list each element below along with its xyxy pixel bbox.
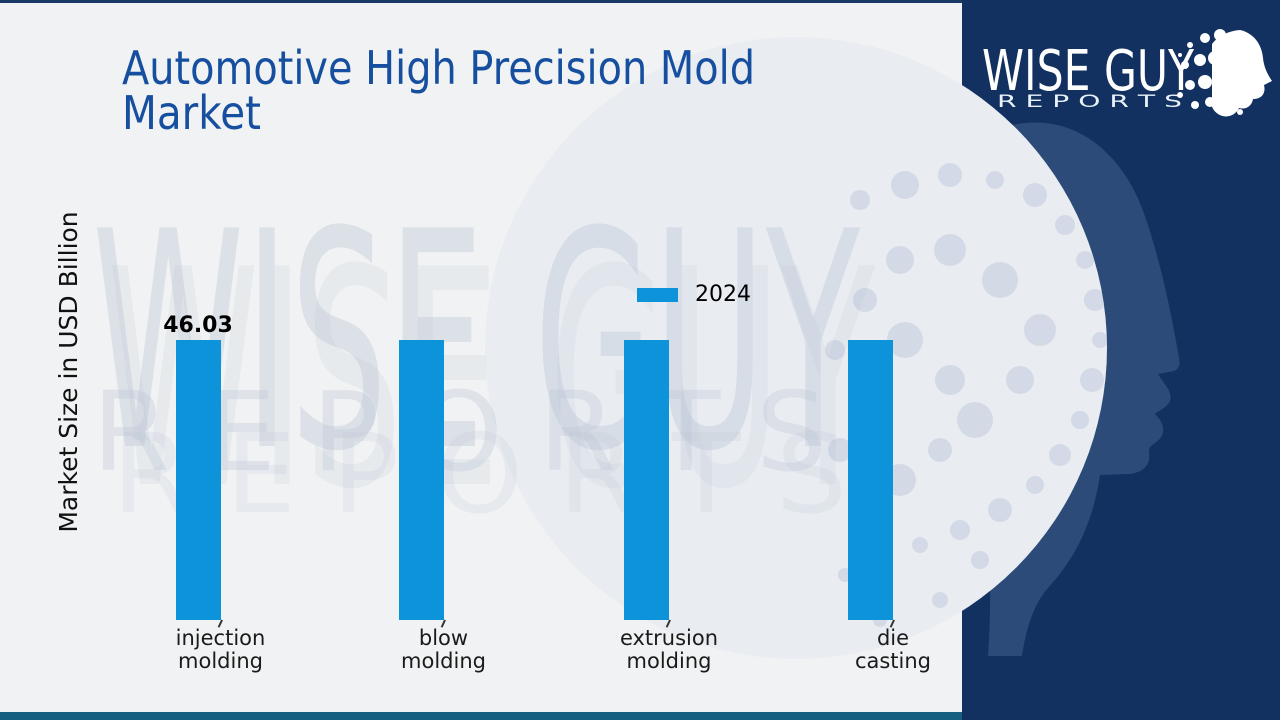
chart-title: Automotive High Precision Mold Market [122,41,755,140]
bar [398,340,444,620]
brand-logo-wordmark: WISE GUY [982,39,1195,104]
bar [175,340,221,620]
chart-title-line1: Automotive High Precision Mold [122,41,755,95]
legend-swatch-2024 [637,287,678,302]
legend: 2024 [637,282,751,307]
top-accent-strip [0,0,1280,3]
category-label: injection molding [175,626,266,673]
bar-value-label: 46.03 [163,313,233,338]
category-label: extrusion molding [619,626,719,673]
bar [624,340,669,620]
category-label: blow molding [401,626,486,673]
watermark-head-dots-icon [825,163,1107,627]
brand-logo: WISE GUY R E P O R T S [982,29,1272,117]
chart-title-line2: Market [122,86,261,140]
bar [848,340,893,620]
y-axis-label: Market Size in USD Billion [54,211,83,533]
brand-logo-subtext: R E P O R T S [997,92,1182,112]
bottom-accent-strip [0,712,1280,720]
legend-label: 2024 [695,282,751,307]
category-label: die casting [854,626,932,673]
brand-logo-face-icon [1177,29,1272,117]
